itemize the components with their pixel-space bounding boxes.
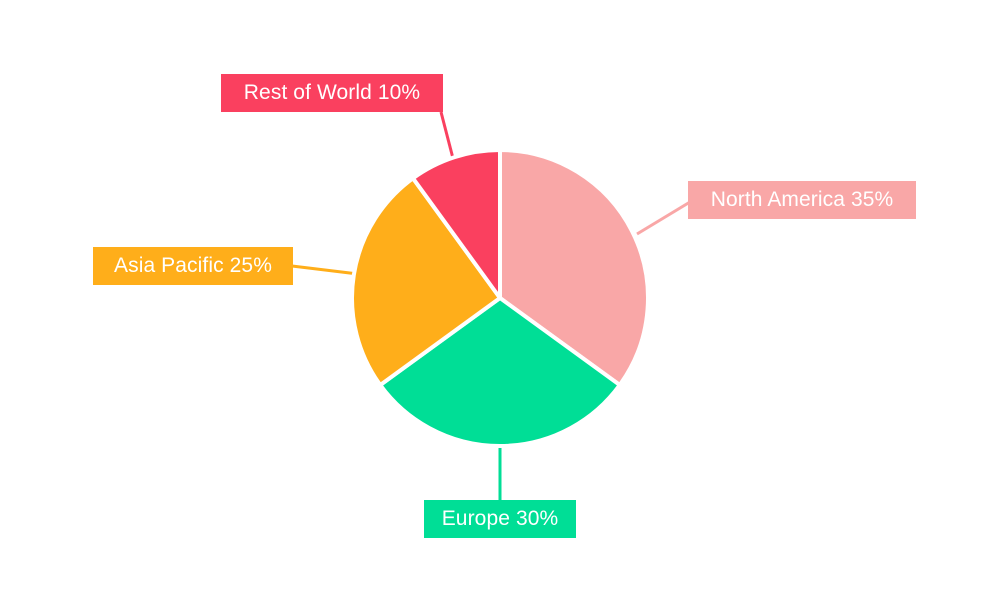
pie-label-rest-of-world[interactable]: Rest of World 10%: [221, 74, 443, 112]
pie-slice-north-america[interactable]: [498, 148, 650, 387]
pie-label-text: Europe 30%: [441, 507, 559, 530]
pie-label-text: Asia Pacific 25%: [113, 254, 272, 277]
pie-label-europe[interactable]: Europe 30%: [424, 500, 576, 538]
pie-label-north-america[interactable]: North America 35%: [688, 181, 916, 219]
leader-line-asia-pacific: [291, 264, 359, 276]
pie-label-text: North America 35%: [710, 188, 894, 211]
pie-slice-rest-of-world[interactable]: [411, 148, 502, 300]
leader-line-north-america: [636, 200, 691, 236]
pie-label-asia-pacific[interactable]: Asia Pacific 25%: [93, 247, 293, 285]
pie-slice-asia-pacific[interactable]: [350, 176, 502, 387]
pie-slice-europe[interactable]: [378, 296, 622, 448]
pie-slice-group: [350, 148, 650, 448]
pie-label-text: Rest of World 10%: [243, 81, 421, 104]
